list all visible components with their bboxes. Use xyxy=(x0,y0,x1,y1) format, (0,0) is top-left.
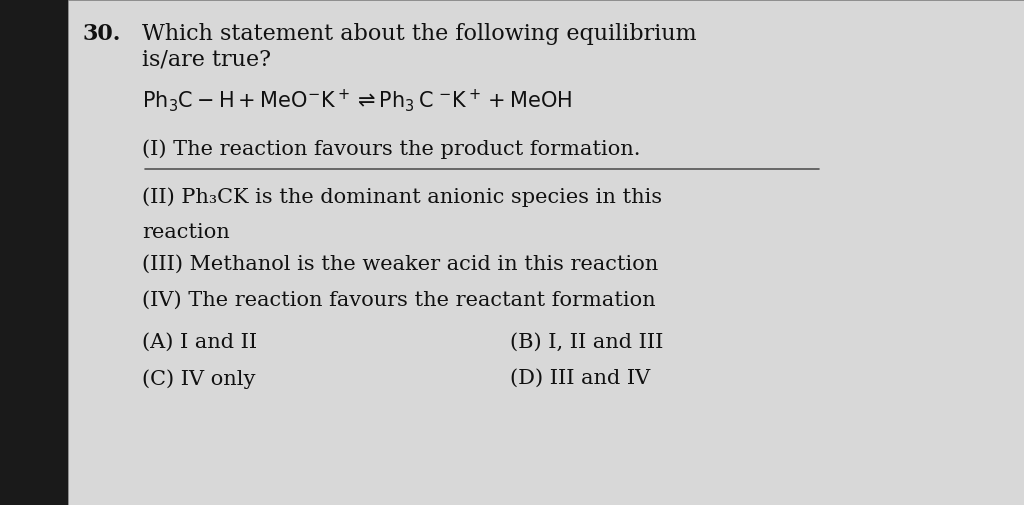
Text: (D) III and IV: (D) III and IV xyxy=(510,369,650,388)
Text: (II) Ph₃CK is the dominant anionic species in this: (II) Ph₃CK is the dominant anionic speci… xyxy=(142,187,663,207)
Text: $\mathrm{Ph_3C-H + MeO^{\!-\!}K^+ \rightleftharpoons Ph_3\,C^{\,-\!}K^+ + MeOH}$: $\mathrm{Ph_3C-H + MeO^{\!-\!}K^+ \right… xyxy=(142,87,572,114)
Text: (B) I, II and III: (B) I, II and III xyxy=(510,333,664,352)
Text: Which statement about the following equilibrium
is/are true?: Which statement about the following equi… xyxy=(142,23,696,70)
Text: (A) I and II: (A) I and II xyxy=(142,333,257,352)
Text: reaction: reaction xyxy=(142,223,229,242)
Text: (C) IV only: (C) IV only xyxy=(142,369,256,389)
Text: (IV) The reaction favours the reactant formation: (IV) The reaction favours the reactant f… xyxy=(142,291,655,310)
Text: (III) Methanol is the weaker acid in this reaction: (III) Methanol is the weaker acid in thi… xyxy=(142,255,658,274)
Text: 30.: 30. xyxy=(82,23,121,45)
Text: (I) The reaction favours the product formation.: (I) The reaction favours the product for… xyxy=(142,139,640,159)
FancyBboxPatch shape xyxy=(68,0,1024,505)
